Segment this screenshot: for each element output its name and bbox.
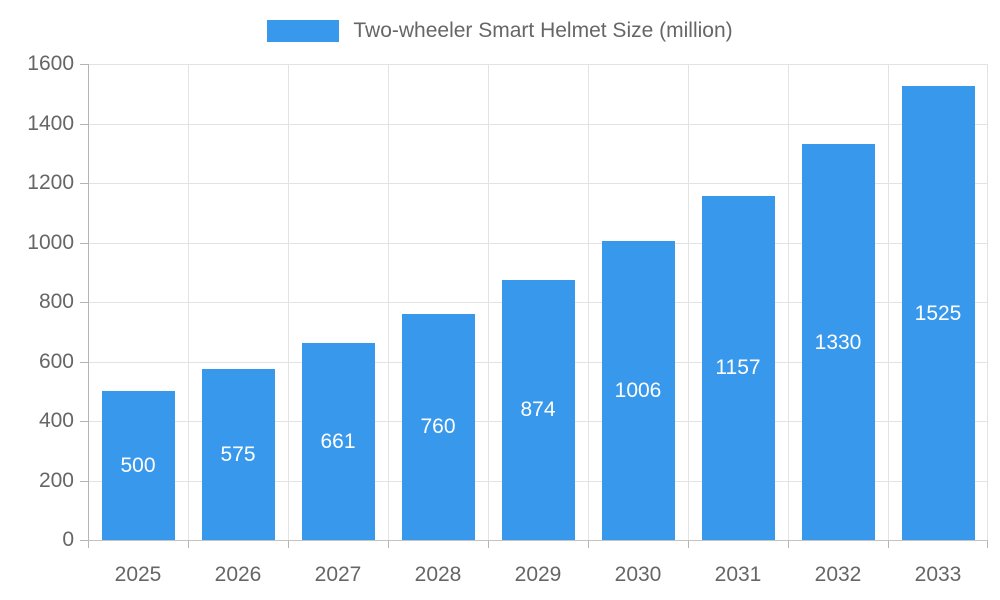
gridline-vertical (288, 64, 289, 540)
x-axis-tick (288, 540, 289, 548)
y-axis-tick (80, 361, 88, 363)
legend-item[interactable]: Two-wheeler Smart Helmet Size (million) (0, 16, 1000, 46)
y-axis-tick (80, 480, 88, 482)
x-axis-tick-label: 2030 (614, 563, 662, 586)
y-axis-tick-label: 200 (38, 468, 74, 492)
bar-value-label: 1330 (814, 330, 862, 354)
x-axis-tick (987, 540, 988, 548)
x-axis-tick (788, 540, 789, 548)
gridline-vertical (388, 64, 389, 540)
y-axis-tick-label: 400 (38, 409, 74, 432)
x-axis-tick (488, 540, 489, 548)
bar-value-label: 661 (320, 430, 356, 454)
x-axis-tick-label: 2025 (114, 563, 162, 586)
gridline-vertical (488, 64, 489, 540)
y-axis-tick-label: 1400 (27, 111, 74, 135)
y-axis-tick (80, 421, 88, 422)
bar-2025[interactable]: 500 (101, 391, 175, 540)
x-axis-tick-label: 2033 (914, 563, 962, 586)
gridline-vertical (788, 64, 789, 540)
y-axis-tick (80, 64, 88, 65)
y-axis-line (88, 64, 89, 540)
y-axis-tick-label: 1600 (27, 52, 74, 75)
x-axis-tick-label: 2032 (814, 563, 862, 586)
bar-2028[interactable]: 760 (401, 313, 475, 540)
bar-value-label: 500 (120, 454, 156, 478)
bar-value-label: 1157 (715, 356, 761, 380)
x-axis-tick-label: 2029 (514, 563, 562, 586)
gridline-horizontal (88, 123, 988, 125)
x-axis-tick (188, 540, 189, 548)
bar-2027[interactable]: 661 (301, 343, 375, 540)
y-axis-tick (80, 242, 88, 244)
bar-value-label: 1525 (914, 301, 962, 325)
bar-2033[interactable]: 1525 (901, 86, 975, 540)
y-axis-tick-label: 0 (62, 528, 74, 551)
x-axis-tick (688, 540, 689, 548)
bar-value-label: 874 (520, 398, 556, 422)
y-axis-tick-label: 600 (38, 349, 74, 373)
x-axis-tick (888, 540, 889, 548)
gridline-horizontal (88, 183, 988, 184)
gridline-vertical (888, 64, 889, 540)
legend-label: Two-wheeler Smart Helmet Size (million) (353, 19, 733, 42)
y-axis-tick (80, 183, 88, 184)
bar-value-label: 760 (420, 415, 456, 439)
y-axis-tick (80, 123, 88, 125)
bar-2031[interactable]: 1157 (701, 195, 775, 540)
gridline-horizontal (88, 64, 988, 65)
x-axis-tick (588, 540, 589, 548)
y-axis-tick-label: 1000 (27, 230, 74, 254)
bar-2030[interactable]: 1006 (601, 240, 675, 540)
gridline-horizontal (88, 242, 988, 244)
bar-2032[interactable]: 1330 (801, 144, 875, 540)
gridline-vertical (987, 64, 988, 540)
legend-swatch (267, 20, 340, 42)
plot-area: 0 200 400 600 800 1000 1200 1400 1600 500 2025 575 2… (27, 52, 988, 586)
gridline-vertical (188, 64, 189, 540)
gridline-vertical (688, 64, 689, 540)
x-axis-tick-label: 2027 (314, 563, 362, 586)
y-axis-tick (80, 302, 88, 303)
x-axis-tick (88, 540, 89, 548)
y-axis-tick-label: 800 (38, 290, 74, 313)
y-axis-tick (80, 540, 88, 541)
x-axis-tick-label: 2026 (214, 563, 262, 586)
x-axis-tick (388, 540, 389, 548)
x-axis-line (88, 540, 988, 541)
bar-2029[interactable]: 874 (501, 279, 575, 540)
gridline-vertical (588, 64, 589, 540)
bar-value-label: 575 (220, 442, 256, 466)
y-axis-tick-label: 1200 (27, 171, 74, 194)
bar-2026[interactable]: 575 (201, 368, 275, 540)
bar-value-label: 1006 (614, 378, 662, 402)
x-axis-tick-label: 2028 (414, 563, 462, 586)
x-axis-tick-label: 2031 (714, 563, 762, 586)
